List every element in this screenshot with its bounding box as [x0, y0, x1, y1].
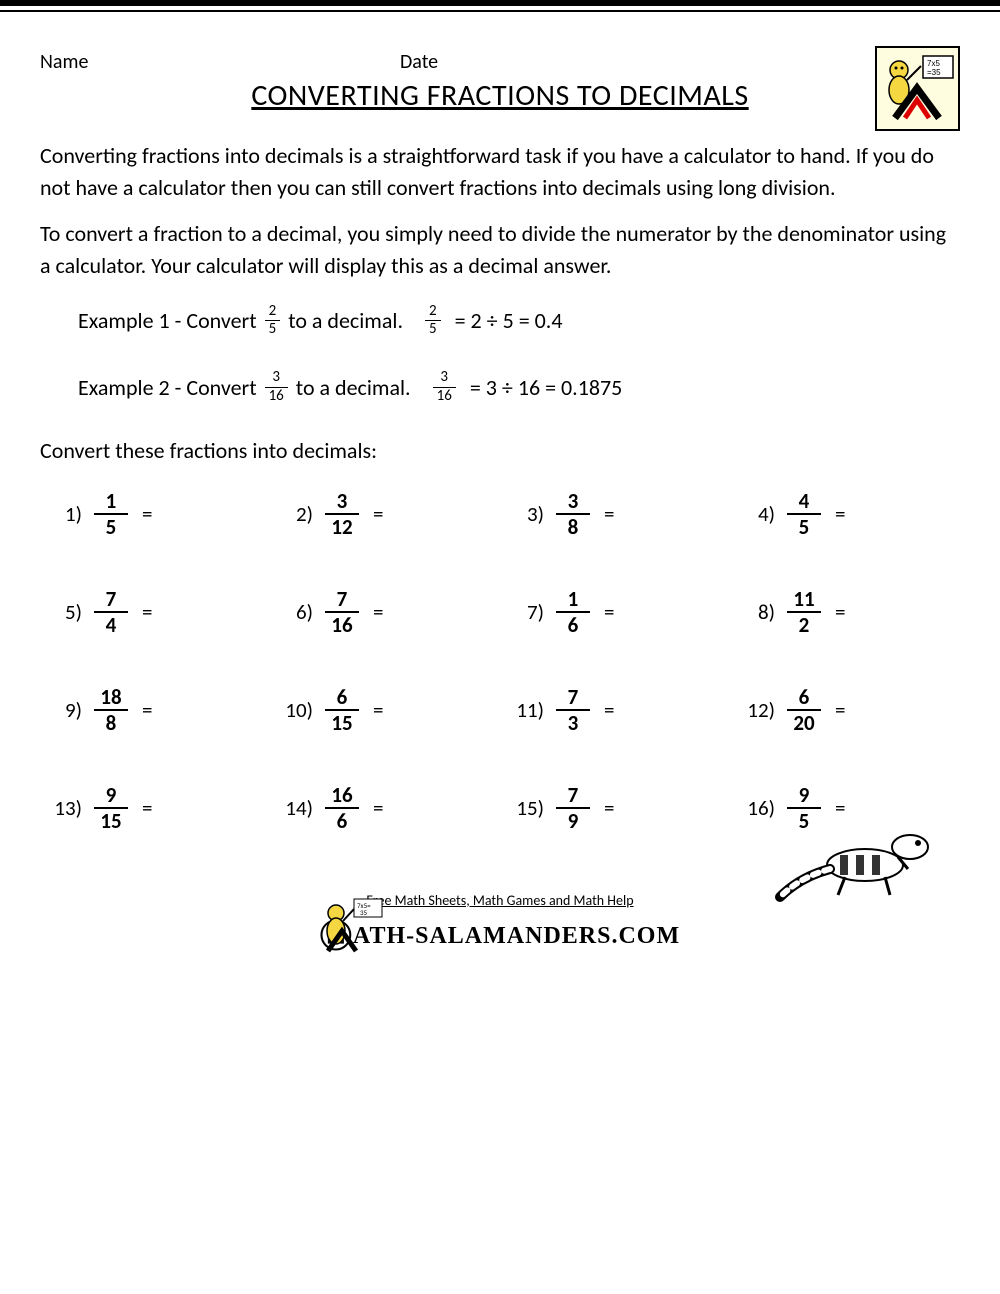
problem-item: 9) 188 =	[46, 686, 267, 734]
logo-icon: 7x5 =35	[875, 46, 960, 131]
problem-fraction: 620	[787, 686, 821, 734]
svg-text:=35: =35	[927, 68, 941, 77]
problem-fraction: 615	[325, 686, 359, 734]
page-title: CONVERTING FRACTIONS TO DECIMALS	[40, 77, 960, 114]
problem-number: 3)	[508, 501, 544, 527]
example-mid: to a decimal.	[288, 307, 403, 334]
problem-fraction: 188	[94, 686, 128, 734]
example-label: Example 2 - Convert	[78, 374, 257, 401]
problem-number: 8)	[739, 599, 775, 625]
equals-sign: =	[142, 599, 152, 625]
equals-sign: =	[142, 795, 152, 821]
problem-fraction: 79	[556, 784, 590, 832]
example-fraction-2: 2 5	[425, 304, 441, 339]
example-2: Example 2 - Convert 3 16 to a decimal. 3…	[78, 370, 960, 405]
equals-sign: =	[373, 697, 383, 723]
example-fraction: 3 16	[265, 370, 288, 405]
problem-item: 14) 166 =	[277, 784, 498, 832]
footer-brand: ⓂATH-SALAMANDERS.COM	[40, 911, 960, 957]
intro-paragraph-1: Converting fractions into decimals is a …	[40, 140, 960, 204]
problem-fraction: 74	[94, 588, 128, 636]
problem-item: 8) 112 =	[739, 588, 960, 636]
problem-item: 10) 615 =	[277, 686, 498, 734]
problem-item: 3) 38 =	[508, 490, 729, 538]
problem-number: 6)	[277, 599, 313, 625]
problem-number: 9)	[46, 697, 82, 723]
equals-sign: =	[373, 795, 383, 821]
problem-fraction: 73	[556, 686, 590, 734]
svg-text:7x5: 7x5	[927, 59, 940, 68]
example-result: = 2 ÷ 5 = 0.4	[455, 307, 563, 334]
example-label: Example 1 - Convert	[78, 307, 257, 334]
problem-fraction: 312	[325, 490, 359, 538]
equals-sign: =	[604, 697, 614, 723]
salamander-icon	[770, 817, 940, 907]
mascot-icon: 7x5= 35	[320, 895, 390, 955]
equals-sign: =	[835, 697, 845, 723]
problem-number: 4)	[739, 501, 775, 527]
examples-section: Example 1 - Convert 2 5 to a decimal. 2 …	[40, 304, 960, 405]
problem-fraction: 45	[787, 490, 821, 538]
problem-fraction: 15	[94, 490, 128, 538]
problem-number: 11)	[508, 697, 544, 723]
problem-fraction: 716	[325, 588, 359, 636]
section-label: Convert these fractions into decimals:	[40, 437, 960, 464]
example-mid: to a decimal.	[296, 374, 411, 401]
problem-fraction: 166	[325, 784, 359, 832]
equals-sign: =	[373, 599, 383, 625]
footer: 7x5= 35 Free Math Sheets, Math Games and…	[40, 892, 960, 957]
problem-item: 6) 716 =	[277, 588, 498, 636]
problem-number: 10)	[277, 697, 313, 723]
problem-fraction: 38	[556, 490, 590, 538]
example-result: = 3 ÷ 16 = 0.1875	[470, 374, 623, 401]
svg-text:35: 35	[360, 908, 368, 917]
example-fraction: 2 5	[265, 304, 281, 339]
problem-number: 13)	[46, 795, 82, 821]
equals-sign: =	[835, 599, 845, 625]
problem-item: 13) 915 =	[46, 784, 267, 832]
problem-number: 14)	[277, 795, 313, 821]
date-label: Date	[400, 50, 875, 74]
equals-sign: =	[373, 501, 383, 527]
equals-sign: =	[604, 795, 614, 821]
problem-item: 15) 79 =	[508, 784, 729, 832]
equals-sign: =	[142, 501, 152, 527]
problem-number: 7)	[508, 599, 544, 625]
problem-item: 11) 73 =	[508, 686, 729, 734]
example-fraction-2: 3 16	[433, 370, 456, 405]
problem-item: 7) 16 =	[508, 588, 729, 636]
equals-sign: =	[604, 501, 614, 527]
problem-fraction: 16	[556, 588, 590, 636]
intro-paragraph-2: To convert a fraction to a decimal, you …	[40, 218, 960, 282]
name-label: Name	[40, 50, 400, 74]
problem-item: 4) 45 =	[739, 490, 960, 538]
problem-number: 1)	[46, 501, 82, 527]
problem-fraction: 915	[94, 784, 128, 832]
problem-number: 15)	[508, 795, 544, 821]
equals-sign: =	[835, 501, 845, 527]
worksheet-page: Name Date 7x5 =35 CONVERTING FRACTIONS T…	[0, 30, 1000, 967]
equals-sign: =	[604, 599, 614, 625]
problem-item: 5) 74 =	[46, 588, 267, 636]
problem-item: 1) 15 =	[46, 490, 267, 538]
problems-grid: 1) 15 = 2) 312 = 3) 38 = 4) 45 = 5) 74 = 6) 716 = 7) 16 = 8) 1…	[46, 490, 960, 832]
problem-number: 2)	[277, 501, 313, 527]
example-1: Example 1 - Convert 2 5 to a decimal. 2 …	[78, 304, 960, 339]
problem-fraction: 112	[787, 588, 821, 636]
problem-item: 2) 312 =	[277, 490, 498, 538]
equals-sign: =	[142, 697, 152, 723]
problem-item: 12) 620 =	[739, 686, 960, 734]
problem-number: 12)	[739, 697, 775, 723]
problem-number: 5)	[46, 599, 82, 625]
